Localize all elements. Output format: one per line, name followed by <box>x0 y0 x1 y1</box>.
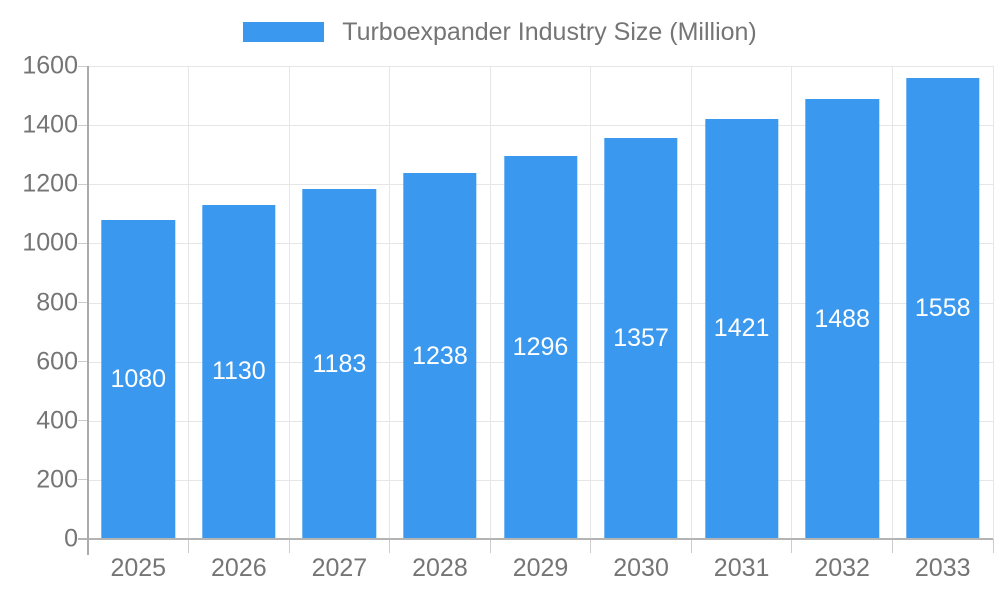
bar-value-label-2032: 1488 <box>814 304 870 333</box>
y-tick-label-1200: 1200 <box>22 169 78 198</box>
x-tick-mark-8 <box>891 539 893 553</box>
gridline-x-8 <box>891 66 893 539</box>
y-tick-label-200: 200 <box>36 465 78 494</box>
plot-area: 0 200 400 600 800 1000 1200 1400 1600 1080 2025 113… <box>22 53 994 581</box>
x-tick-label-2029: 2029 <box>512 554 569 582</box>
gridline-x-9 <box>992 66 994 539</box>
bar-2029[interactable]: 1296 <box>503 155 578 539</box>
x-tick-mark-5 <box>590 539 592 553</box>
gridline-y-1400 <box>88 125 993 127</box>
bar-value-label-2029: 1296 <box>512 332 569 361</box>
x-tick-mark-3 <box>389 539 391 553</box>
bar-value-label-2027: 1183 <box>312 349 367 378</box>
bar-2028[interactable]: 1238 <box>403 173 477 539</box>
bar-2026[interactable]: 1130 <box>202 204 276 539</box>
y-axis-line <box>87 66 89 555</box>
bar-value-label-2026: 1130 <box>211 357 266 386</box>
chart-legend: Turboexpander Industry Size (Million) <box>0 16 1000 48</box>
x-tick-label-2028: 2028 <box>412 554 468 582</box>
bar-value-label-2025: 1080 <box>110 364 167 393</box>
gridline-y-1600 <box>88 66 993 67</box>
x-tick-mark-2 <box>288 539 290 553</box>
y-tick-label-1000: 1000 <box>22 228 78 257</box>
x-tick-label-2025: 2025 <box>110 554 167 582</box>
x-tick-mark-6 <box>690 539 692 553</box>
y-tick-label-600: 600 <box>36 347 78 376</box>
y-tick-mark-800 <box>78 302 88 303</box>
gridline-x-7 <box>791 66 793 539</box>
bar-2031[interactable]: 1421 <box>704 118 779 539</box>
x-tick-mark-7 <box>791 539 793 553</box>
x-tick-label-2032: 2032 <box>814 554 870 582</box>
x-tick-mark-4 <box>489 539 491 553</box>
gridline-x-6 <box>690 66 692 539</box>
y-tick-mark-1200 <box>78 183 88 185</box>
gridline-x-4 <box>489 66 491 539</box>
gridline-x-3 <box>389 66 391 539</box>
y-tick-label-800: 800 <box>36 288 78 316</box>
bar-2033[interactable]: 1558 <box>906 78 980 539</box>
gridline-x-5 <box>590 66 592 539</box>
x-tick-label-2031: 2031 <box>713 554 770 582</box>
y-tick-mark-1000 <box>78 242 88 244</box>
x-tick-label-2033: 2033 <box>914 554 971 582</box>
bar-value-label-2028: 1238 <box>412 341 468 370</box>
bar-2025[interactable]: 1080 <box>101 219 175 539</box>
x-tick-mark-1 <box>188 539 190 553</box>
legend-series-label: Turboexpander Industry Size (Million) <box>342 17 757 46</box>
bar-value-label-2030: 1357 <box>613 323 669 352</box>
bar-2032[interactable]: 1488 <box>805 99 879 539</box>
bar-value-label-2033: 1558 <box>914 294 971 323</box>
x-tick-label-2030: 2030 <box>613 554 669 582</box>
y-tick-mark-400 <box>78 420 88 422</box>
legend-color-swatch <box>243 22 325 42</box>
y-tick-label-400: 400 <box>36 406 78 435</box>
gridline-x-1 <box>188 66 190 539</box>
bar-value-label-2031: 1421 <box>713 314 770 343</box>
x-axis-baseline <box>78 538 993 540</box>
y-tick-label-1400: 1400 <box>22 110 78 139</box>
y-tick-mark-1400 <box>78 124 88 126</box>
x-tick-label-2027: 2027 <box>311 554 368 582</box>
bar-2027[interactable]: 1183 <box>302 189 377 539</box>
y-tick-label-1600: 1600 <box>22 51 78 80</box>
x-tick-label-2026: 2026 <box>211 554 267 582</box>
bar-2030[interactable]: 1357 <box>604 137 678 539</box>
x-tick-mark-9 <box>992 539 994 553</box>
y-tick-mark-600 <box>78 361 88 363</box>
gridline-x-2 <box>288 66 290 539</box>
y-tick-mark-200 <box>78 479 88 481</box>
y-tick-label-0: 0 <box>64 524 78 553</box>
y-tick-mark-1600 <box>78 65 88 67</box>
